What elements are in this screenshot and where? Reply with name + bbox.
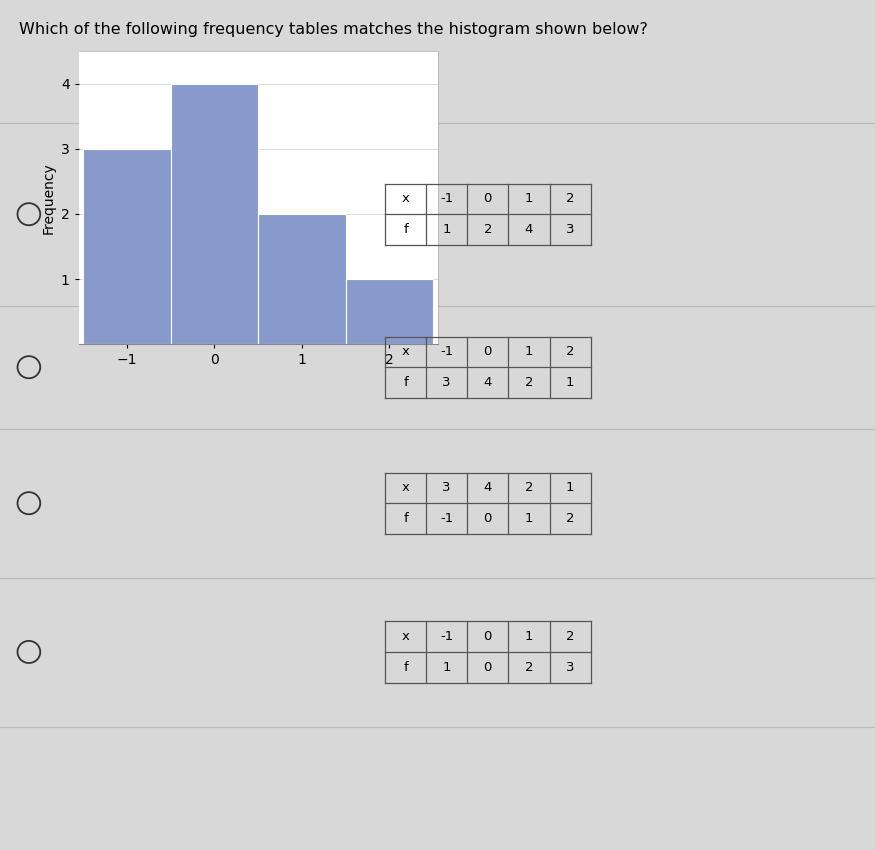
Text: 1: 1 [566,376,574,389]
Text: 2: 2 [566,192,574,206]
Text: 2: 2 [484,223,492,236]
Bar [258,214,346,344]
Text: f: f [403,660,408,674]
Text: x: x [402,345,410,359]
Bar [83,149,171,344]
Text: Which of the following frequency tables matches the histogram shown below?: Which of the following frequency tables … [19,22,648,37]
Text: 1: 1 [566,481,574,495]
Text: 0: 0 [484,192,492,206]
Bar [346,279,433,344]
Text: 2: 2 [566,345,574,359]
Text: x: x [402,481,410,495]
Text: 1: 1 [525,192,533,206]
Text: 2: 2 [566,630,574,643]
Text: 2: 2 [525,376,533,389]
Text: 2: 2 [525,660,533,674]
Text: 3: 3 [443,481,451,495]
Text: -1: -1 [440,345,453,359]
Text: 0: 0 [484,512,492,525]
Bar [171,83,258,344]
Text: f: f [403,376,408,389]
Text: 3: 3 [566,223,574,236]
Text: -1: -1 [440,192,453,206]
Text: 3: 3 [443,376,451,389]
Text: 1: 1 [443,223,451,236]
Y-axis label: Frequency: Frequency [41,162,55,234]
Text: x: x [402,192,410,206]
Text: f: f [403,223,408,236]
Text: 4: 4 [525,223,533,236]
Text: -1: -1 [440,512,453,525]
Text: 4: 4 [484,376,492,389]
Text: 0: 0 [484,345,492,359]
Text: 1: 1 [525,630,533,643]
Text: 2: 2 [566,512,574,525]
Text: 0: 0 [484,630,492,643]
Text: f: f [403,512,408,525]
Text: 1: 1 [525,512,533,525]
Text: 2: 2 [525,481,533,495]
Text: 3: 3 [566,660,574,674]
Text: -1: -1 [440,630,453,643]
Text: 1: 1 [443,660,451,674]
Text: 0: 0 [484,660,492,674]
Text: x: x [402,630,410,643]
Text: 1: 1 [525,345,533,359]
Text: 4: 4 [484,481,492,495]
